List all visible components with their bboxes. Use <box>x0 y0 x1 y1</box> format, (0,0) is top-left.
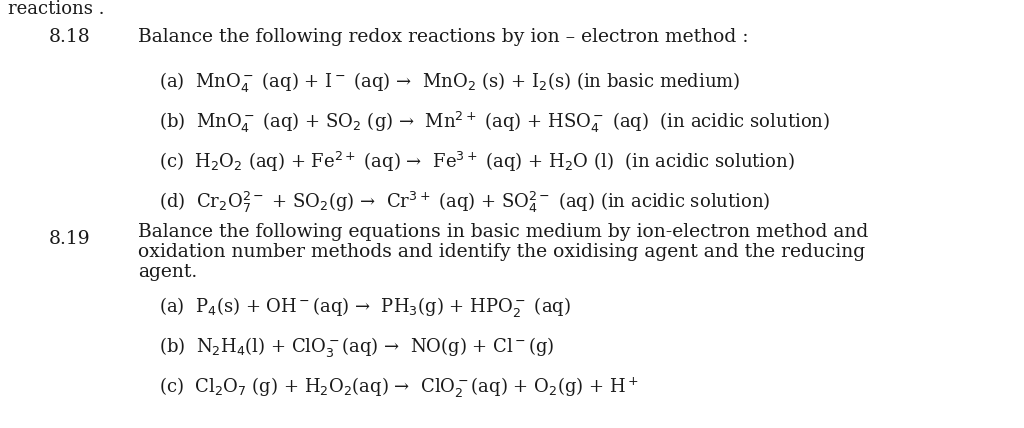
Text: 8.18: 8.18 <box>49 28 91 46</box>
Text: oxidation number methods and identify the oxidising agent and the reducing: oxidation number methods and identify th… <box>138 243 865 261</box>
Text: (c)  H$_2$O$_2$ (aq) + Fe$^{2+}$ (aq) →  Fe$^{3+}$ (aq) + H$_2$O (l)  (in acidic: (c) H$_2$O$_2$ (aq) + Fe$^{2+}$ (aq) → F… <box>159 150 795 174</box>
Text: 8.19: 8.19 <box>49 230 91 248</box>
Text: (b)  MnO$_4^-$ (aq) + SO$_2$ (g) →  Mn$^{2+}$ (aq) + HSO$_4^-$ (aq)  (in acidic : (b) MnO$_4^-$ (aq) + SO$_2$ (g) → Mn$^{2… <box>159 110 829 135</box>
Text: Balance the following equations in basic medium by ion-electron method and: Balance the following equations in basic… <box>138 223 868 241</box>
Text: (c)  Cl$_2$O$_7$ (g) + H$_2$O$_2$(aq) →  ClO$_2^-$(aq) + O$_2$(g) + H$^+$: (c) Cl$_2$O$_7$ (g) + H$_2$O$_2$(aq) → C… <box>159 375 639 399</box>
Text: (b)  N$_2$H$_4$(l) + ClO$_3^-$(aq) →  NO(g) + Cl$^-$(g): (b) N$_2$H$_4$(l) + ClO$_3^-$(aq) → NO(g… <box>159 335 554 359</box>
Text: Balance the following redox reactions by ion – electron method :: Balance the following redox reactions by… <box>138 28 749 46</box>
Text: (a)  P$_4$(s) + OH$^-$(aq) →  PH$_3$(g) + HPO$_2^-$ (aq): (a) P$_4$(s) + OH$^-$(aq) → PH$_3$(g) + … <box>159 295 570 319</box>
Text: (a)  MnO$_4^-$ (aq) + I$^-$ (aq) →  MnO$_2$ (s) + I$_2$(s) (in basic medium): (a) MnO$_4^-$ (aq) + I$^-$ (aq) → MnO$_2… <box>159 70 740 94</box>
Text: (d)  Cr$_2$O$_7^{2-}$ + SO$_2$(g) →  Cr$^{3+}$ (aq) + SO$_4^{2-}$ (aq) (in acidi: (d) Cr$_2$O$_7^{2-}$ + SO$_2$(g) → Cr$^{… <box>159 190 770 215</box>
Text: agent.: agent. <box>138 263 198 281</box>
Text: reactions .: reactions . <box>8 0 104 18</box>
